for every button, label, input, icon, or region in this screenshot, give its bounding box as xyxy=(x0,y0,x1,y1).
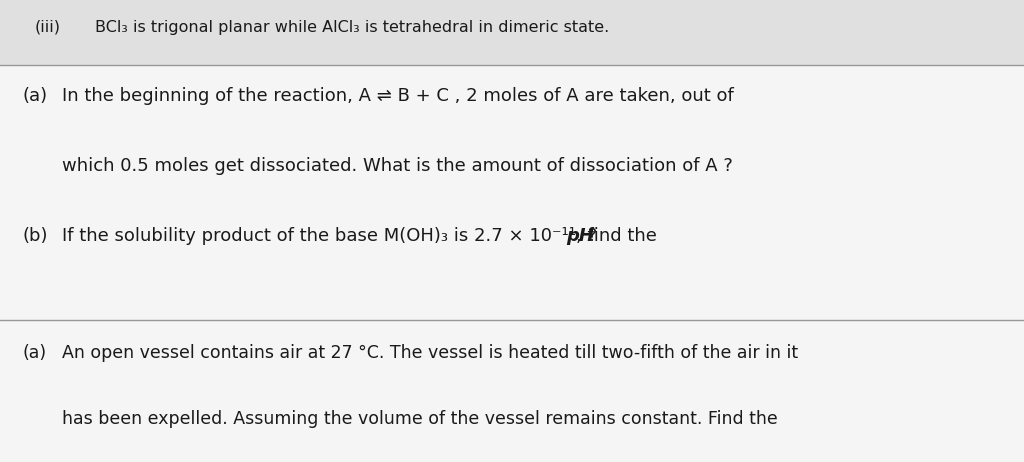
Text: which 0.5 moles get dissociated. What is the amount of dissociation of A ?: which 0.5 moles get dissociated. What is… xyxy=(62,157,733,175)
Bar xyxy=(0,65,1024,462)
Text: has been expelled. Assuming the volume of the vessel remains constant. Find the: has been expelled. Assuming the volume o… xyxy=(62,410,778,428)
Text: In the beginning of the reaction, A ⇌ B + C , 2 moles of A are taken, out of: In the beginning of the reaction, A ⇌ B … xyxy=(62,87,734,105)
Bar xyxy=(0,0,1024,65)
Text: (a): (a) xyxy=(22,344,46,362)
Text: ?: ? xyxy=(583,227,598,245)
Text: (a): (a) xyxy=(22,87,47,105)
Text: If the solubility product of the base M(OH)₃ is 2.7 × 10⁻¹¹, find the: If the solubility product of the base M(… xyxy=(62,227,663,245)
Text: An open vessel contains air at 27 °C. The vessel is heated till two-fifth of the: An open vessel contains air at 27 °C. Th… xyxy=(62,344,798,362)
Text: pH: pH xyxy=(566,227,594,245)
Text: (b): (b) xyxy=(22,227,47,245)
Text: BCl₃ is trigonal planar while AlCl₃ is tetrahedral in dimeric state.: BCl₃ is trigonal planar while AlCl₃ is t… xyxy=(95,20,609,35)
Text: (iii): (iii) xyxy=(35,20,61,35)
